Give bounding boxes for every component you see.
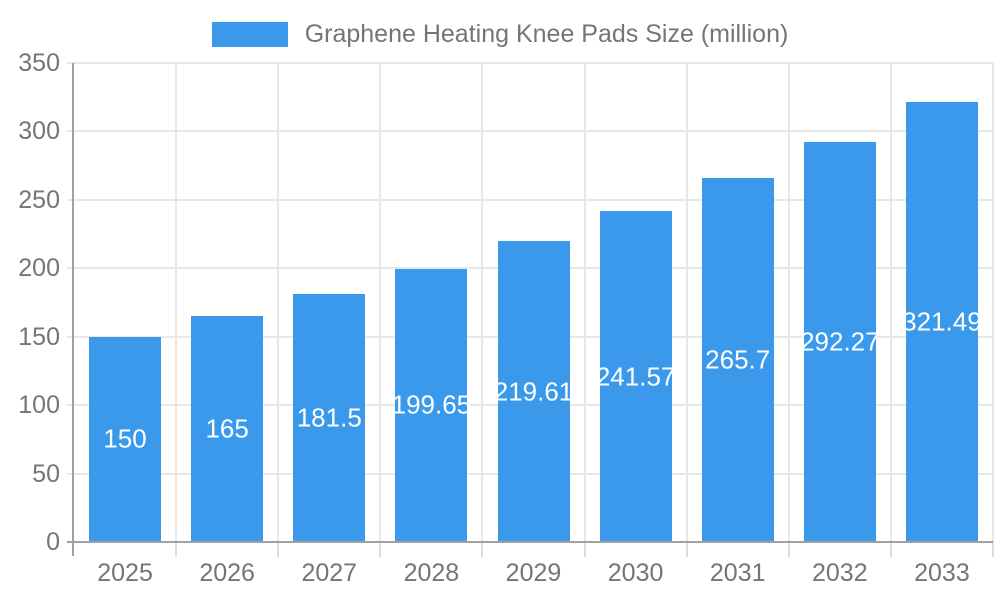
bar-2029[interactable]: 219.61: [494, 241, 573, 542]
bar-value-label: 241.57: [595, 361, 676, 392]
x-axis-line: [67, 541, 993, 543]
x-axis-tick-label: 2033: [914, 559, 970, 587]
horizontal-gridline: [67, 62, 993, 64]
vertical-gridline: [685, 63, 688, 542]
y-axis-tick-label: 300: [18, 117, 60, 146]
x-axis-tick: [481, 542, 484, 557]
y-axis-line: [72, 63, 74, 556]
y-axis-tick-label: 100: [18, 391, 60, 420]
bar-value-label: 321.49: [902, 306, 982, 337]
bar-2033[interactable]: 321.49: [902, 102, 982, 542]
y-axis-tick-label: 150: [18, 322, 60, 351]
bar-2030[interactable]: 241.57: [596, 211, 675, 542]
x-axis-tick-label: 2025: [97, 559, 153, 587]
legend-color-swatch: [211, 22, 288, 47]
bar-value-label: 150: [103, 423, 147, 454]
bar-2028[interactable]: 199.65: [392, 268, 471, 542]
x-axis-tick: [787, 542, 790, 557]
x-axis-tick-label: 2026: [199, 559, 255, 587]
horizontal-gridline: [67, 130, 993, 133]
x-axis-tick-label: 2029: [505, 559, 562, 587]
x-axis-tick: [277, 542, 280, 557]
x-axis-tick: [175, 542, 178, 557]
bar-value-label: 219.61: [493, 376, 574, 407]
vertical-gridline: [787, 63, 790, 542]
y-axis-tick-label: 250: [18, 185, 60, 214]
x-axis-tick: [685, 542, 688, 557]
chart-legend[interactable]: Graphene Heating Knee Pads Size (million…: [0, 20, 1000, 49]
x-axis-tick: [379, 542, 382, 557]
y-axis-tick-label: 350: [18, 49, 60, 77]
bar-2027[interactable]: 181.5: [293, 293, 366, 542]
vertical-gridline: [277, 63, 280, 542]
bar-2032[interactable]: 292.27: [800, 142, 880, 542]
bar-value-label: 165: [205, 413, 249, 444]
x-axis-tick-label: 2028: [403, 559, 460, 587]
plot-area: 150 165 181.5 199.65 219.61 241.57 265.7 292.27…: [67, 62, 994, 557]
x-axis-tick: [992, 542, 994, 557]
x-axis-tick: [889, 542, 892, 557]
x-axis-tick-label: 2031: [709, 559, 766, 587]
x-axis-tick-label: 2032: [812, 559, 868, 587]
vertical-gridline: [992, 63, 994, 542]
y-axis-tick-label: 0: [46, 528, 60, 556]
vertical-gridline: [583, 63, 586, 542]
vertical-gridline: [889, 63, 892, 542]
x-axis-tick: [583, 542, 586, 557]
y-axis-tick-label: 200: [18, 254, 60, 283]
bar-value-label: 199.65: [391, 389, 472, 420]
x-axis-tick-label: 2030: [607, 559, 664, 587]
vertical-gridline: [379, 63, 382, 542]
horizontal-gridline: [67, 198, 993, 201]
bar-value-label: 181.5: [296, 402, 362, 433]
bar-value-label: 265.7: [705, 344, 771, 375]
y-axis-tick-label: 50: [32, 459, 60, 488]
vertical-gridline: [175, 63, 178, 542]
legend-series-label: Graphene Heating Knee Pads Size (million…: [304, 20, 789, 48]
bar-2026[interactable]: 165: [191, 316, 264, 542]
x-axis-tick-label: 2027: [301, 559, 358, 587]
bar-value-label: 292.27: [800, 326, 880, 357]
vertical-gridline: [481, 63, 484, 542]
bar-2031[interactable]: 265.7: [701, 178, 774, 542]
bar-2025[interactable]: 150: [89, 336, 162, 542]
